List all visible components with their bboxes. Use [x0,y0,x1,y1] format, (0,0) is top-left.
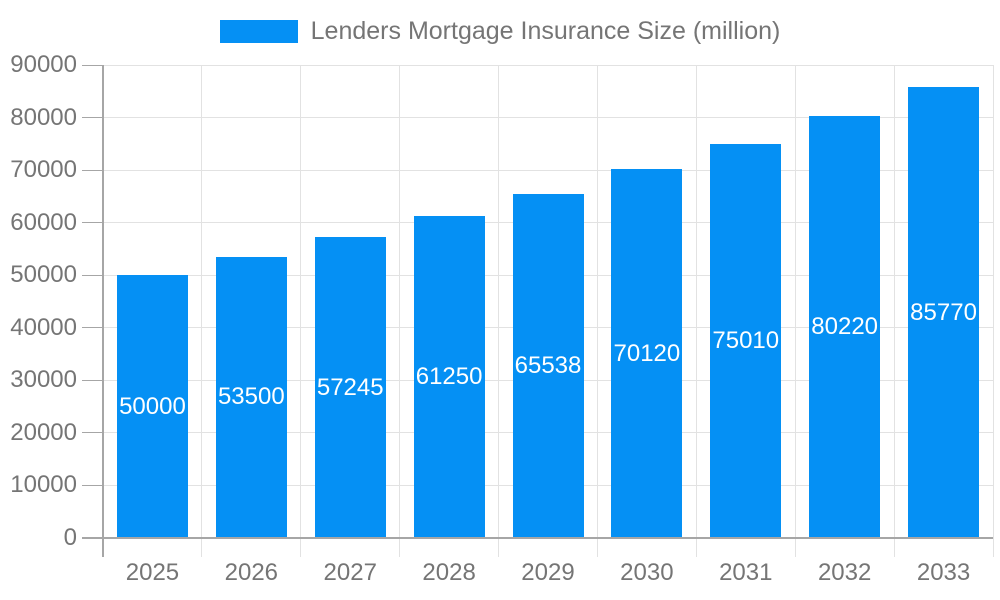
y-gridline [103,117,993,119]
x-gridline [498,65,500,538]
y-tick [82,327,102,329]
x-axis-label: 2033 [916,559,971,586]
x-axis-label: 2029 [521,559,575,586]
x-gridline [794,65,796,538]
bar-value-label: 80220 [811,313,879,341]
legend: Lenders Mortgage Insurance Size (million… [0,17,1000,45]
y-axis-label: 10000 [10,471,77,499]
x-gridline [992,65,994,538]
x-tick [201,538,203,557]
x-axis-label: 2027 [323,559,377,586]
bar[interactable] [314,237,386,538]
y-tick [82,379,102,381]
bar-value-label: 85770 [910,298,977,326]
bar-value-label: 50000 [119,392,186,420]
x-axis-label: 2028 [422,559,476,586]
x-axis-label: 2032 [817,559,872,586]
y-tick [82,432,102,434]
x-axis-label: 2030 [620,559,674,586]
y-axis-label: 90000 [10,51,77,78]
y-tick [82,169,102,171]
y-axis-line [102,65,104,557]
x-axis-label: 2031 [719,559,773,586]
x-gridline [399,65,401,538]
x-tick [992,538,994,557]
legend-label: Lenders Mortgage Insurance Size (million… [310,16,781,45]
legend-swatch [219,19,298,43]
y-gridline [103,169,993,171]
bar[interactable] [611,169,683,538]
x-tick [794,538,796,557]
y-gridline [103,64,993,66]
y-tick [82,222,102,224]
bar-value-label: 65538 [514,351,582,379]
y-axis-label: 0 [63,524,77,551]
x-gridline [893,65,895,538]
bar-value-label: 57245 [316,373,384,401]
x-gridline [300,65,302,538]
x-tick [300,538,302,557]
bar-value-label: 61250 [415,363,483,391]
x-axis-line [82,537,993,539]
x-tick [399,538,401,557]
y-axis-label: 20000 [10,418,77,446]
bar[interactable] [215,256,287,538]
y-tick [82,274,102,276]
y-tick [82,117,102,119]
y-tick [82,484,102,486]
x-gridline [695,65,697,538]
bar-value-label: 53500 [217,383,285,411]
bar[interactable] [908,87,980,538]
bar[interactable] [116,275,188,538]
y-axis-label: 40000 [10,313,77,341]
y-axis-label: 80000 [10,103,77,131]
x-axis-label: 2025 [125,559,180,586]
x-tick [596,538,598,557]
bar[interactable] [413,216,485,538]
y-tick [82,64,102,66]
x-gridline [596,65,598,538]
x-tick [498,538,500,557]
y-axis-label: 50000 [10,261,77,289]
x-tick [695,538,697,557]
x-axis-label: 2026 [224,559,279,586]
x-gridline [201,65,203,538]
bar-value-label: 75010 [712,326,780,354]
y-axis-label: 30000 [10,366,77,394]
y-axis-label: 70000 [10,156,77,184]
x-tick [893,538,895,557]
bar-value-label: 70120 [613,339,681,367]
bar[interactable] [710,143,782,538]
bar[interactable] [512,193,584,538]
bar[interactable] [809,116,881,538]
y-axis-label: 60000 [10,208,77,236]
